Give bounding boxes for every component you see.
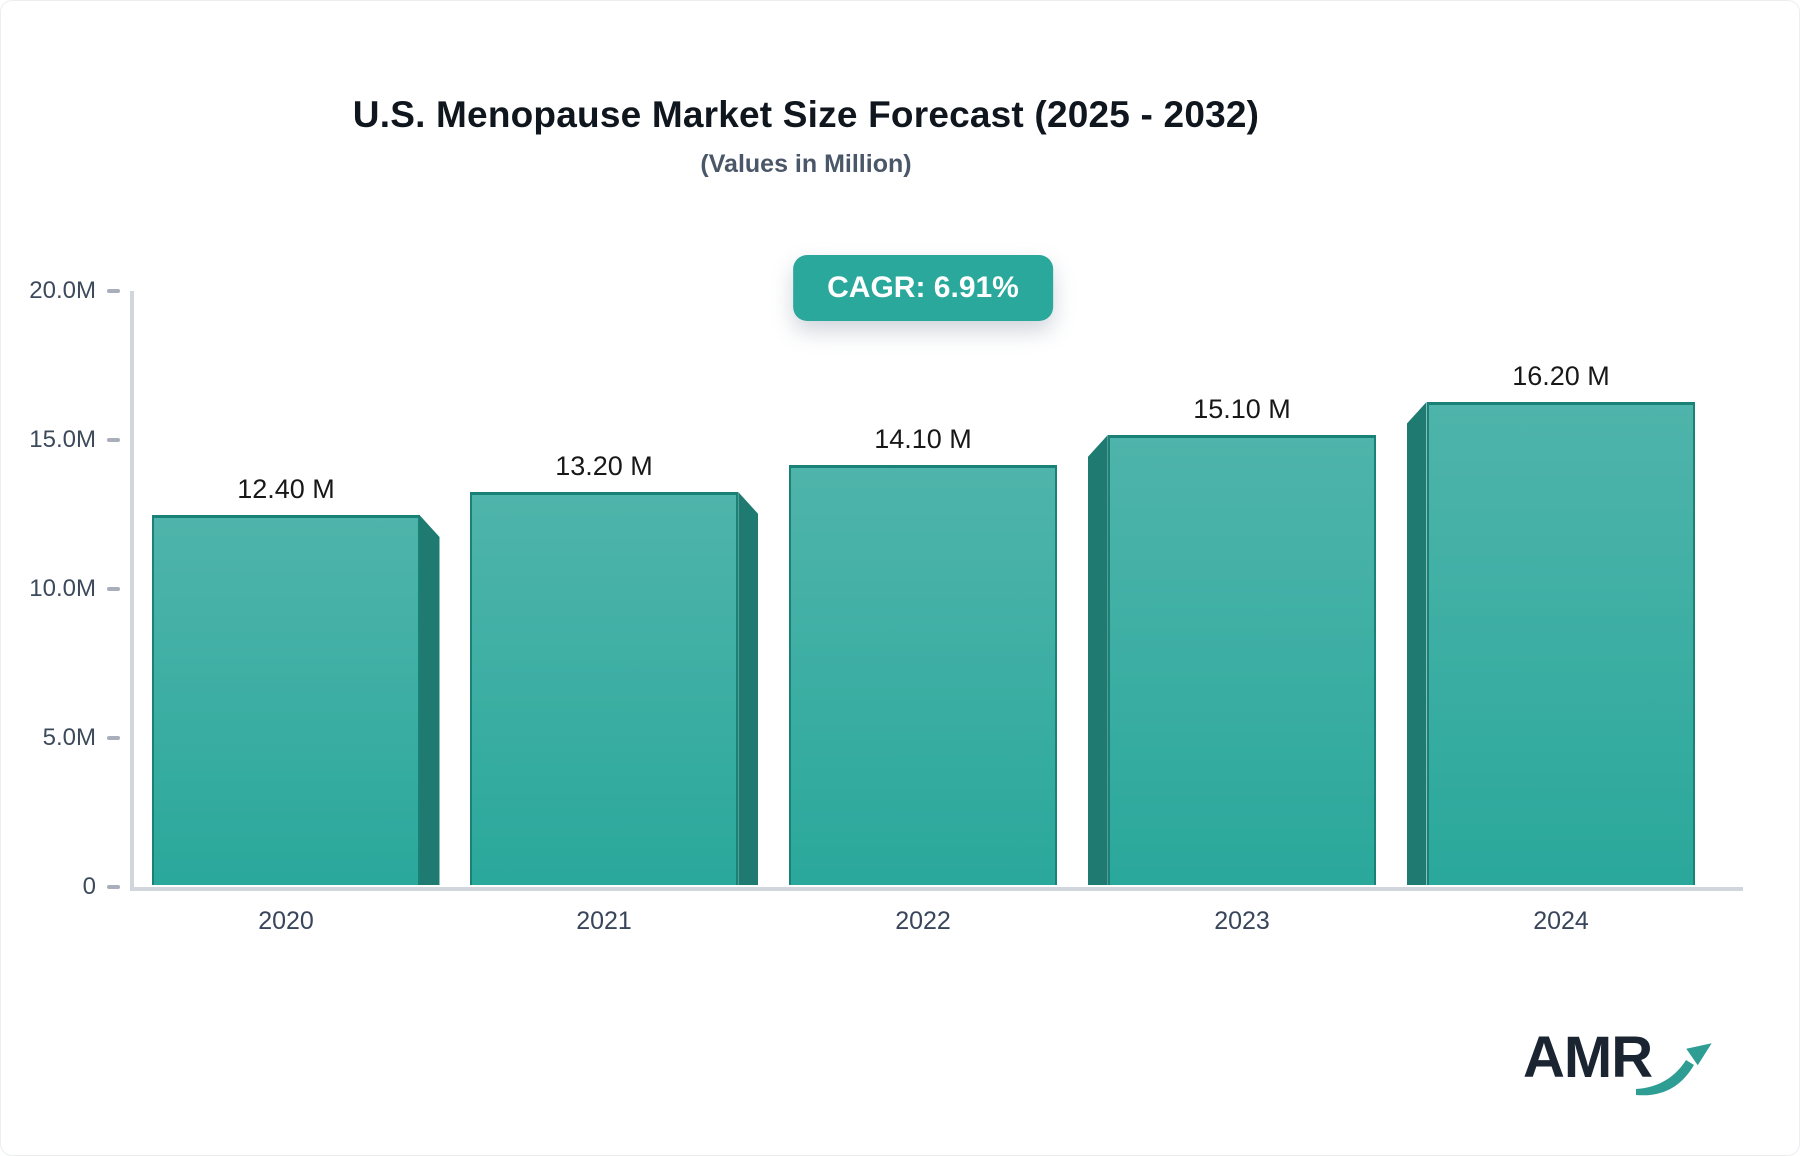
y-axis-label-0: 0 <box>82 873 96 900</box>
bar-value-label-2020: 12.40 M <box>237 474 335 504</box>
x-axis-label-2024: 2024 <box>1533 907 1589 935</box>
amr-logo-text: AMR <box>1523 1025 1653 1090</box>
y-axis-line <box>130 291 134 891</box>
cagr-badge: CAGR: 6.91% <box>793 255 1053 321</box>
bar-2020[interactable] <box>151 515 420 885</box>
bar-value-label-2022: 14.10 M <box>874 424 972 454</box>
chart-subtitle: (Values in Million) <box>700 150 912 178</box>
y-axis-label-5.0M: 5.0M <box>42 724 96 751</box>
x-axis-label-2021: 2021 <box>576 907 632 935</box>
amr-logo: AMR <box>1523 1027 1718 1103</box>
growth-arrow-icon <box>1636 1043 1712 1096</box>
x-axis-label-2022: 2022 <box>895 907 951 935</box>
bar-3d-side-2023 <box>1087 435 1108 885</box>
bar-value-label-2023: 15.10 M <box>1193 394 1291 424</box>
bar-3d-side-2024 <box>1406 402 1427 885</box>
y-axis-label-20.0M: 20.0M <box>29 277 96 304</box>
bar-2024[interactable] <box>1426 402 1695 885</box>
bar-value-label-2024: 16.20 M <box>1512 361 1610 391</box>
bar-2023[interactable] <box>1107 435 1376 885</box>
y-axis-label-15.0M: 15.0M <box>29 426 96 453</box>
bar-3d-side-2021 <box>738 492 759 885</box>
bar-3d-side-2020 <box>419 515 440 885</box>
x-axis-label-2020: 2020 <box>258 907 314 935</box>
x-axis-line <box>130 887 1743 891</box>
bar-2021[interactable] <box>470 492 739 885</box>
bar-2022[interactable] <box>789 465 1057 885</box>
chart-title: U.S. Menopause Market Size Forecast (202… <box>352 94 1260 135</box>
y-axis-tick <box>107 438 120 442</box>
bar-value-label-2021: 13.20 M <box>555 451 653 481</box>
y-axis-tick <box>107 289 120 293</box>
y-axis-tick <box>107 736 120 740</box>
x-axis-label-2023: 2023 <box>1214 907 1270 935</box>
y-axis-tick <box>107 885 120 889</box>
y-axis-tick <box>107 587 120 591</box>
y-axis-label-10.0M: 10.0M <box>29 575 96 602</box>
